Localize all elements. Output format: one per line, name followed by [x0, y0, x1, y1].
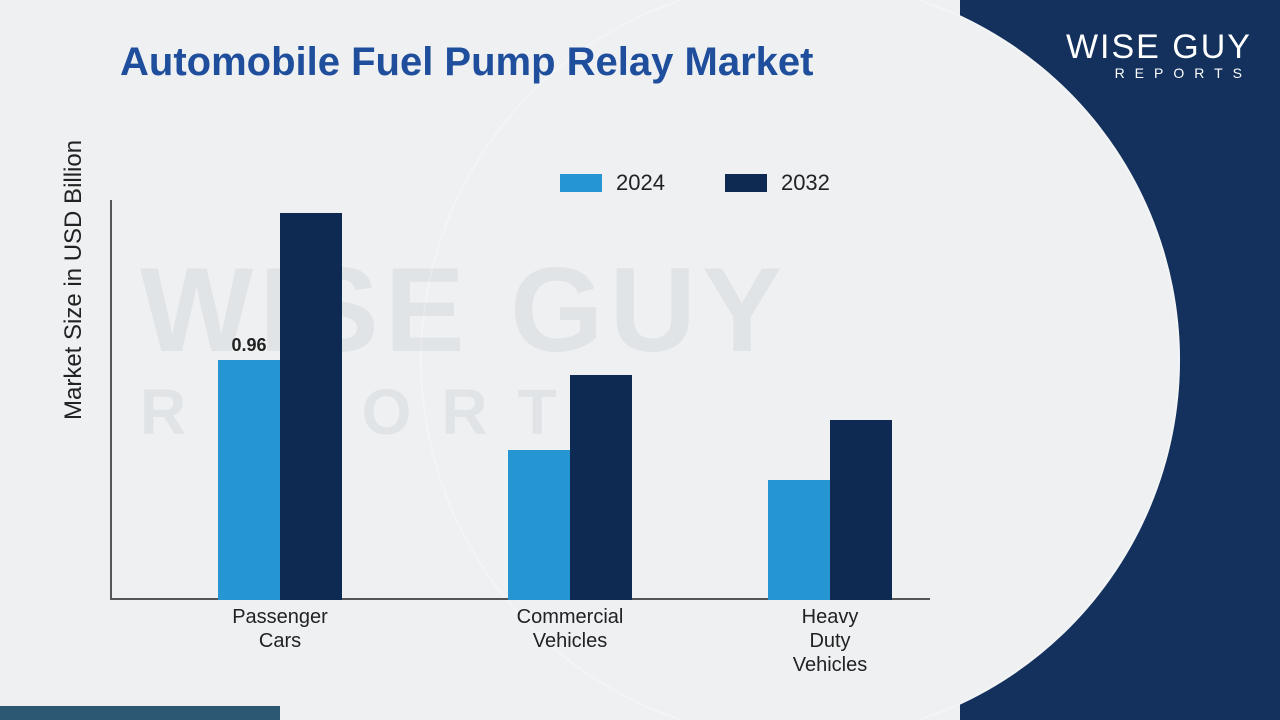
- canvas: WISE GUY REPORTS Automobile Fuel Pump Re…: [0, 0, 1280, 720]
- logo-line2: REPORTS: [1066, 65, 1252, 81]
- brand-logo: WISE GUY REPORTS: [1066, 28, 1252, 81]
- legend-label-2032: 2032: [781, 170, 830, 196]
- bar: [280, 213, 342, 601]
- bar-value-label: 0.96: [218, 335, 280, 356]
- bar: [508, 450, 570, 600]
- legend-item-2032: 2032: [725, 170, 830, 196]
- bottom-accent-strip: [0, 706, 280, 720]
- bar: [830, 420, 892, 600]
- x-tick-label: HeavyDutyVehicles: [740, 605, 920, 677]
- legend-item-2024: 2024: [560, 170, 665, 196]
- legend-swatch-2032: [725, 174, 767, 192]
- y-axis-label: Market Size in USD Billion: [60, 140, 88, 420]
- x-tick-label: CommercialVehicles: [480, 605, 660, 653]
- bar-group: [480, 200, 660, 600]
- chart-title: Automobile Fuel Pump Relay Market: [120, 40, 813, 85]
- bar: [218, 360, 280, 600]
- bar: [768, 480, 830, 600]
- bar-chart: PassengerCarsCommercialVehiclesHeavyDuty…: [110, 200, 930, 600]
- legend: 2024 2032: [560, 170, 830, 196]
- bar: [570, 375, 632, 600]
- y-axis: [110, 200, 112, 600]
- x-tick-label: PassengerCars: [190, 605, 370, 653]
- legend-label-2024: 2024: [616, 170, 665, 196]
- legend-swatch-2024: [560, 174, 602, 192]
- bar-group: [190, 200, 370, 600]
- bar-group: [740, 200, 920, 600]
- logo-line1: WISE GUY: [1066, 28, 1252, 67]
